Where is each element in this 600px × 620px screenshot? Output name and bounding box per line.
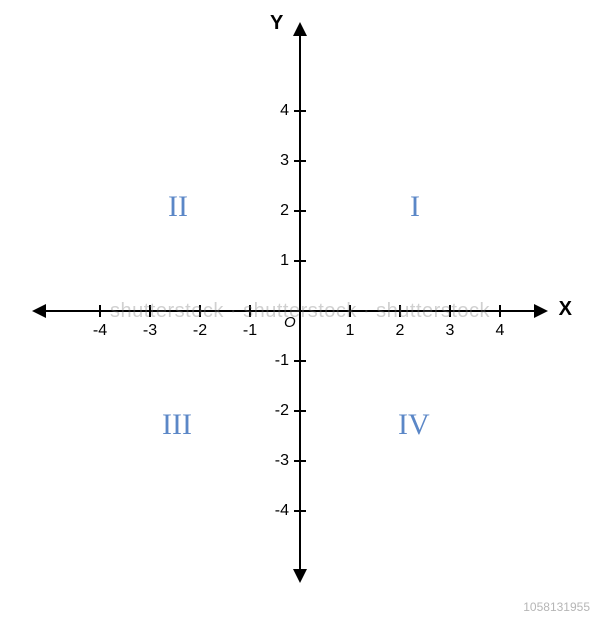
x-tick-label: 1 [346, 322, 355, 340]
x-tick-label: -2 [193, 322, 207, 340]
coordinate-plane: -4 -3 -2 -1 1 2 3 4 -4 -3 -2 -1 1 2 3 4 … [0, 0, 600, 620]
y-tick [294, 160, 306, 162]
y-tick-label: 3 [265, 152, 289, 170]
x-axis-arrow-right-icon [534, 304, 548, 318]
quadrant-3-label: III [162, 408, 192, 442]
x-tick [149, 305, 151, 317]
y-tick [294, 510, 306, 512]
x-tick [449, 305, 451, 317]
x-tick-label: 3 [446, 322, 455, 340]
x-axis-label: X [559, 298, 572, 321]
y-tick [294, 410, 306, 412]
x-tick [99, 305, 101, 317]
x-tick-label: -1 [243, 322, 257, 340]
y-tick-label: -2 [265, 402, 289, 420]
y-tick-label: 2 [265, 202, 289, 220]
y-axis-arrow-up-icon [293, 22, 307, 36]
y-tick [294, 360, 306, 362]
origin-label: O [284, 314, 296, 331]
y-tick-label: -4 [265, 502, 289, 520]
x-tick [499, 305, 501, 317]
quadrant-4-label: IV [398, 408, 430, 442]
quadrant-1-label: I [410, 190, 420, 224]
watermark-id: 1058131955 [523, 600, 590, 614]
x-axis-arrow-left-icon [32, 304, 46, 318]
y-tick [294, 260, 306, 262]
y-tick [294, 210, 306, 212]
y-axis-label: Y [270, 12, 283, 35]
y-tick-label: 4 [265, 102, 289, 120]
y-tick [294, 460, 306, 462]
x-tick [249, 305, 251, 317]
y-tick-label: -1 [265, 352, 289, 370]
x-tick-label: -3 [143, 322, 157, 340]
x-tick-label: -4 [93, 322, 107, 340]
quadrant-2-label: II [168, 190, 188, 224]
x-tick-label: 4 [496, 322, 505, 340]
x-axis-line [40, 310, 540, 312]
y-tick-label: -3 [265, 452, 289, 470]
x-tick-label: 2 [396, 322, 405, 340]
x-tick [199, 305, 201, 317]
y-tick [294, 110, 306, 112]
x-tick [399, 305, 401, 317]
y-tick-label: 1 [265, 252, 289, 270]
y-axis-arrow-down-icon [293, 569, 307, 583]
x-tick [349, 305, 351, 317]
